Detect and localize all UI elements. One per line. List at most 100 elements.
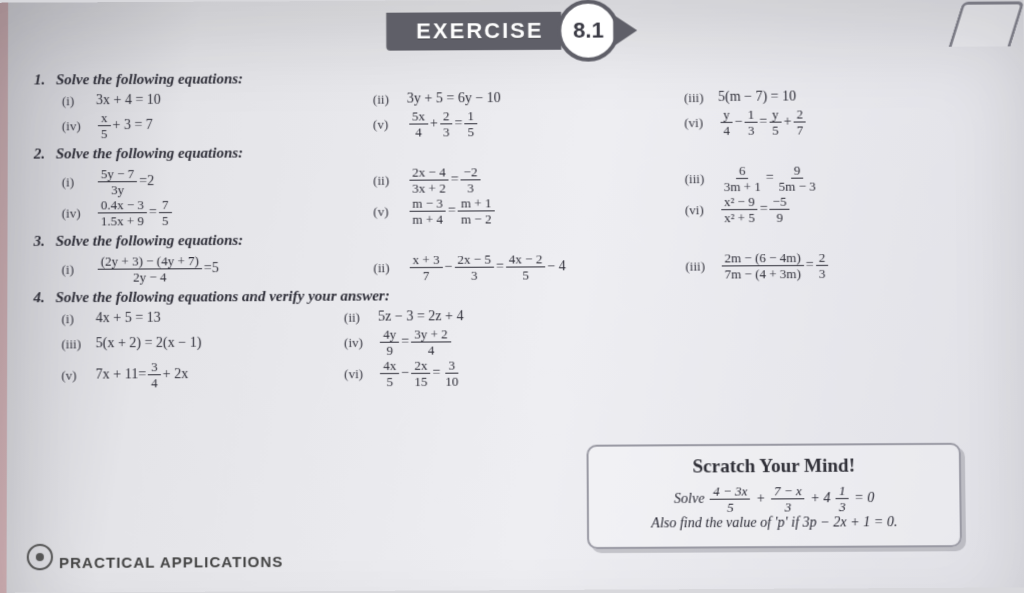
- q2-title: 2.Solve the following equations:: [34, 141, 1006, 163]
- f: 2x: [411, 359, 430, 374]
- f: 2x − 4: [409, 165, 448, 180]
- q4-row-c: (v) 7x + 11 = 34 + 2x (vi) 4x5− 2x15= 31…: [61, 358, 627, 390]
- q1-iii: 5(m − 7) = 10: [718, 90, 796, 106]
- f: 2: [793, 107, 806, 122]
- f: 5: [724, 500, 737, 514]
- f: 5x: [409, 109, 428, 124]
- f: 1: [836, 484, 849, 499]
- f: 4 − 3x: [710, 484, 750, 499]
- binding-strip: [0, 3, 8, 593]
- scratch-box: Scratch Your Mind! Solve 4 − 3x5 + 7 − x…: [586, 443, 962, 549]
- f: 5y − 7: [98, 167, 137, 182]
- f: 2: [440, 109, 453, 124]
- f: y: [720, 108, 733, 123]
- f: 3: [782, 499, 795, 513]
- q1-title-text: Solve the following equations:: [56, 71, 243, 88]
- q1-iv-n: x: [98, 111, 111, 126]
- f: y: [769, 108, 782, 123]
- f: x² + 5: [721, 210, 758, 224]
- q3-title: 3.Solve the following equations:: [34, 229, 1007, 251]
- q1-row-b: (iv) x5 + 3 = 7 (v) 5x4+ 23= 15 (vi) y4−…: [62, 106, 1005, 140]
- f: 1: [745, 108, 758, 123]
- f: m − 2: [458, 211, 495, 225]
- f: 10: [442, 374, 461, 388]
- q2-row-a: (i) 5y − 73y = 2 (ii) 2x − 43x + 2= −23 …: [62, 163, 1006, 197]
- f: 3y: [108, 182, 127, 196]
- footer-text: PRACTICAL APPLICATIONS: [59, 554, 283, 572]
- q4-title-text: Solve the following equations and verify…: [55, 288, 389, 306]
- q3-title-text: Solve the following equations:: [56, 233, 244, 250]
- f: 1: [464, 109, 477, 124]
- f: x² − 9: [721, 195, 758, 210]
- f: 3: [446, 359, 459, 374]
- t: Solve: [674, 491, 708, 506]
- f: 9: [791, 164, 804, 179]
- f: − 4: [547, 259, 566, 275]
- f: 4: [148, 375, 161, 389]
- f: 2x − 5: [454, 253, 494, 268]
- q3-row: (i) (2y + 3) − (4y + 7)2y − 4 = 5 (ii) x…: [62, 250, 1007, 284]
- exercise-banner: EXERCISE 8.1: [386, 0, 637, 63]
- f: 2m − (6 − 4m): [721, 251, 803, 267]
- f: 9: [383, 343, 396, 357]
- q1-i: 3x + 4 = 10: [96, 93, 161, 109]
- f: 2: [816, 251, 829, 266]
- f: 3y + 2: [411, 327, 451, 342]
- f: 3: [816, 266, 829, 280]
- f: 3: [836, 499, 849, 513]
- bullet-icon: [27, 544, 53, 571]
- f: 3: [468, 268, 481, 282]
- f: 15: [411, 374, 430, 388]
- q4-ii: 5z − 3 = 2z + 4: [378, 309, 464, 326]
- corner-tab: [949, 1, 1024, 46]
- f: 3: [464, 180, 477, 194]
- f: 5: [464, 124, 477, 138]
- f: m + 4: [409, 212, 446, 226]
- f: 3: [148, 360, 161, 375]
- f: 5: [384, 374, 397, 388]
- f: 3x + 2: [409, 180, 448, 194]
- scratch-title: Scratch Your Mind!: [603, 455, 945, 479]
- q4-iii: 5(x + 2) = 2(x − 1): [96, 335, 202, 352]
- f: 4x − 2: [506, 252, 546, 267]
- scratch-line-1: Solve 4 − 3x5 + 7 − x3 + 4 13 = 0: [603, 483, 946, 514]
- q1-ii: 3y + 5 = 6y − 10: [407, 91, 501, 108]
- q1-iv-d: 5: [98, 126, 111, 140]
- f: 7: [420, 268, 433, 282]
- f: 5m − 3: [776, 179, 819, 193]
- f: m − 3: [409, 197, 446, 212]
- f: −5: [770, 195, 790, 210]
- f: 2y − 4: [130, 269, 169, 283]
- f: 4: [412, 124, 425, 138]
- f: 7x + 11: [96, 367, 139, 383]
- f: 5: [159, 213, 172, 227]
- scratch-line-2: Also find the value of 'p' if 3p − 2x + …: [603, 515, 946, 533]
- f: 3: [440, 124, 453, 138]
- q2-title-text: Solve the following equations:: [56, 145, 243, 162]
- f: 0.4x − 3: [98, 198, 147, 213]
- banner-tail-icon: [613, 14, 637, 46]
- f: 7m − (4 + 3m): [721, 266, 803, 281]
- f: 5: [769, 123, 782, 137]
- f: 5: [519, 267, 532, 281]
- q4-title: 4.Solve the following equations and veri…: [33, 285, 1007, 307]
- f: m + 1: [458, 196, 495, 211]
- f: 7: [159, 198, 172, 213]
- f: 7: [794, 122, 807, 136]
- f: x + 3: [410, 253, 443, 268]
- f: 4y: [380, 328, 399, 343]
- f: 3: [745, 123, 758, 137]
- q1-iv-tail: + 3 = 7: [112, 117, 152, 133]
- q4-i: 4x + 5 = 13: [96, 311, 161, 327]
- f: 5: [212, 261, 219, 277]
- f: 4x: [380, 359, 399, 374]
- exercise-label: EXERCISE: [386, 12, 561, 51]
- q4-row-a: (i)4x + 5 = 13 (ii)5z − 3 = 2z + 4: [61, 308, 626, 327]
- f: 4: [425, 342, 438, 356]
- q4-row-b: (iii)5(x + 2) = 2(x − 1) (iv) 4y9= 3y + …: [61, 326, 626, 358]
- f: 2: [147, 174, 154, 190]
- f: 7 − x: [771, 484, 805, 499]
- content: 1.Solve the following equations: (i)3x +…: [33, 61, 1008, 392]
- page: Solu EXERCISE 8.1 1.Solve the following …: [0, 0, 1024, 593]
- f: 9: [773, 210, 786, 224]
